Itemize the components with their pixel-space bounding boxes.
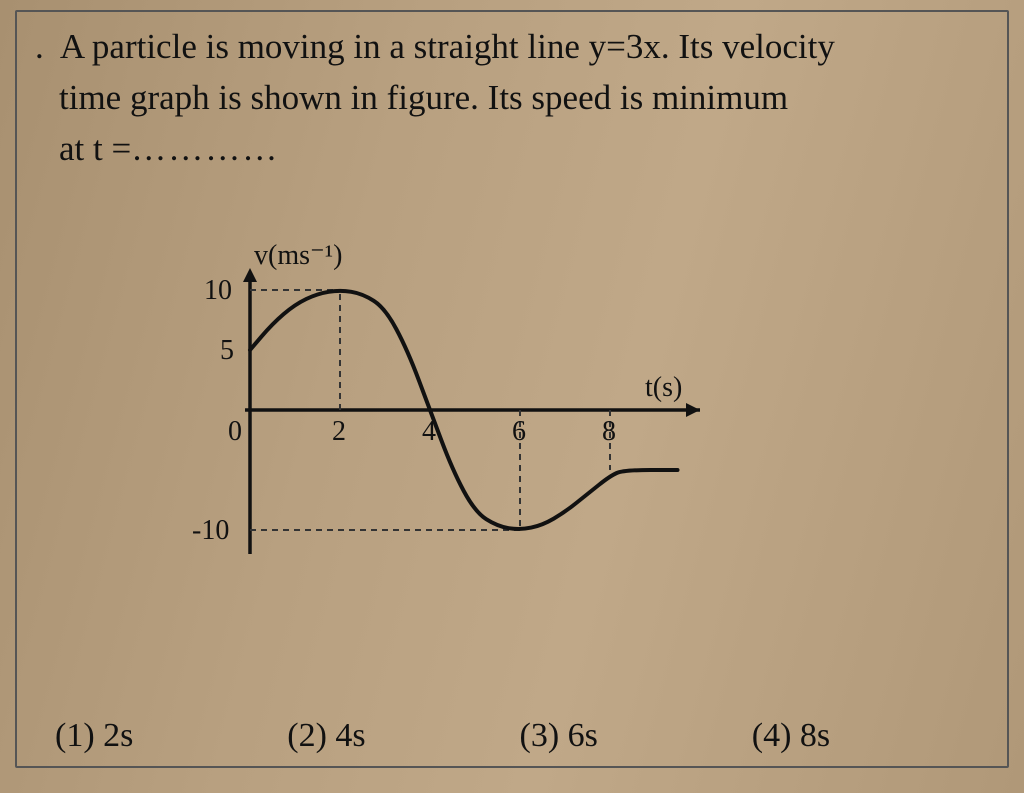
svg-text:t(s): t(s) xyxy=(645,372,682,403)
option-3-val: 6s xyxy=(568,717,598,754)
velocity-time-chart: 02468-10510v(ms⁻¹)t(s) xyxy=(160,220,780,650)
svg-text:5: 5 xyxy=(220,335,234,366)
option-1-val: 2s xyxy=(103,717,133,754)
q-line1-b: . Its velocity xyxy=(661,27,835,66)
option-4-val: 8s xyxy=(800,717,830,754)
question-text: . A particle is moving in a straight lin… xyxy=(35,22,994,174)
option-1: (1) 2s xyxy=(55,717,287,755)
q-line2: time graph is shown in figure. Its speed… xyxy=(59,78,788,117)
chart-svg: 02468-10510v(ms⁻¹)t(s) xyxy=(160,220,780,650)
bullet: . xyxy=(35,22,53,73)
q-blank: ………… xyxy=(131,129,279,168)
option-4: (4) 8s xyxy=(752,717,984,755)
option-4-key: (4) xyxy=(752,717,792,754)
option-2-val: 4s xyxy=(335,717,365,754)
option-3-key: (3) xyxy=(520,717,560,754)
svg-text:2: 2 xyxy=(332,416,346,447)
option-1-key: (1) xyxy=(55,717,95,754)
option-3: (3) 6s xyxy=(520,717,752,755)
q-eq: y=3x xyxy=(589,27,661,66)
q-line1-a: A particle is moving in a straight line xyxy=(60,27,589,66)
svg-text:10: 10 xyxy=(204,275,232,306)
svg-text:8: 8 xyxy=(602,416,616,447)
svg-text:-10: -10 xyxy=(192,515,229,546)
option-2-key: (2) xyxy=(287,717,327,754)
q-line3a: at t = xyxy=(59,129,131,168)
svg-text:v(ms⁻¹): v(ms⁻¹) xyxy=(254,240,343,271)
svg-text:6: 6 xyxy=(512,416,526,447)
page: . A particle is moving in a straight lin… xyxy=(0,0,1024,793)
svg-text:0: 0 xyxy=(228,416,242,447)
answer-options: (1) 2s (2) 4s (3) 6s (4) 8s xyxy=(55,717,984,755)
option-2: (2) 4s xyxy=(287,717,519,755)
